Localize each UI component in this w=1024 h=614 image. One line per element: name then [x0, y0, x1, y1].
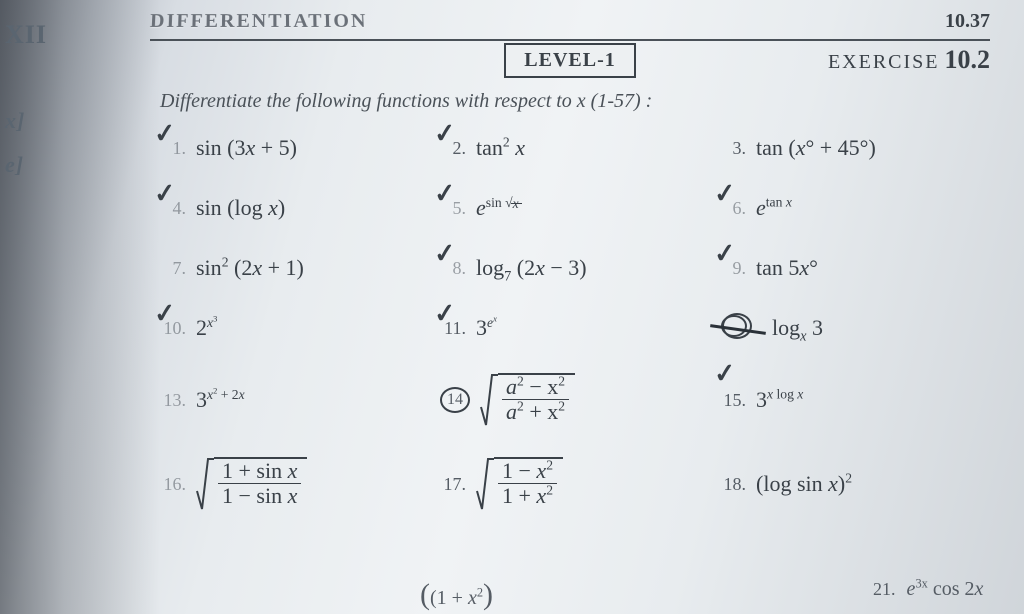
expr: log7 (2x − 3) — [476, 255, 587, 281]
expr: esin √x — [476, 195, 522, 221]
problem-12: logx 3 — [720, 307, 990, 349]
problem-number: 11. — [440, 318, 466, 339]
problem-7: 7. sin2 (2x + 1) — [160, 247, 430, 289]
problem-number — [720, 311, 754, 346]
expr: a2 − x2 a2 + x2 — [480, 373, 575, 427]
problem-number: 15. — [720, 390, 746, 411]
problem-number: 16. — [160, 474, 186, 495]
problem-number: 4. — [160, 198, 186, 219]
problem-number: 2. — [440, 138, 466, 159]
exercise-number: 10.2 — [945, 45, 991, 74]
left-margin: XII x] e] — [5, 20, 47, 178]
problem-number: 7. — [160, 258, 186, 279]
expr: logx 3 — [772, 315, 823, 341]
circled-number-icon: 14 — [440, 387, 470, 413]
tick-icon: ✓ — [713, 358, 737, 390]
problem-5: ✓ 5. esin √x — [440, 187, 710, 229]
expr: 3x log x — [756, 387, 803, 413]
bottom-cutoff: ((1 + x2) 21. e3x cos 2x — [420, 578, 983, 612]
problem-6: ✓ 6. etan x — [720, 187, 990, 229]
problem-number: 1. — [160, 138, 186, 159]
problem-13: 13. 3x2 + 2x — [160, 367, 430, 433]
problem-15: ✓ 15. 3x log x — [720, 367, 990, 433]
exercise-text: EXERCISE — [828, 51, 940, 73]
problem-11: ✓ 11. 3ex — [440, 307, 710, 349]
expr: tan (x° + 45°) — [756, 135, 876, 161]
problem-16: 16. 1 + sin x 1 − sin x — [160, 451, 430, 517]
expr: 1 + sin x 1 − sin x — [196, 457, 307, 511]
problem-14: 14 a2 − x2 a2 + x2 — [440, 367, 710, 433]
problem-4: ✓ 4. sin (log x) — [160, 187, 430, 229]
expr: 3ex — [476, 315, 497, 341]
margin-e: e] — [5, 152, 47, 178]
problem-9: ✓ 9. tan 5x° — [720, 247, 990, 289]
margin-xii: XII — [5, 20, 47, 50]
problem-8: ✓ 8. log7 (2x − 3) — [440, 247, 710, 289]
page: DIFFERENTIATION 10.37 EXERCISE 10.2 LEVE… — [120, 0, 1020, 614]
header-row: DIFFERENTIATION 10.37 — [150, 10, 990, 33]
expr: tan 5x° — [756, 255, 818, 281]
problem-2: ✓ 2. tan2 x — [440, 127, 710, 169]
expr: 3x2 + 2x — [196, 387, 245, 413]
problem-18: 18. (log sin x)2 — [720, 451, 990, 517]
problem-1: ✓ 1. sin (3x + 5) — [160, 127, 430, 169]
expr: sin (log x) — [196, 195, 285, 221]
problem-19-partial: ((1 + x2) — [420, 578, 493, 612]
problems-grid: ✓ 1. sin (3x + 5) ✓ 2. tan2 x 3. tan (x°… — [150, 127, 990, 517]
problem-3: 3. tan (x° + 45°) — [720, 127, 990, 169]
problem-number: 13. — [160, 390, 186, 411]
instruction: Differentiate the following functions wi… — [160, 90, 990, 113]
problem-number: 8. — [440, 258, 466, 279]
problem-number: 17. — [440, 474, 466, 495]
expr: sin2 (2x + 1) — [196, 255, 304, 281]
expr: tan2 x — [476, 135, 525, 161]
problem-number: 10. — [160, 318, 186, 339]
expr: (log sin x)2 — [756, 471, 852, 497]
expr: 1 − x2 1 + x2 — [476, 457, 563, 511]
problem-number: 18. — [720, 474, 746, 495]
expr: 2x3 — [196, 315, 217, 341]
page-number: 10.37 — [945, 10, 990, 33]
chapter-title: DIFFERENTIATION — [149, 10, 368, 33]
divider — [150, 39, 990, 41]
level-box: LEVEL-1 — [504, 43, 635, 78]
problem-number: 9. — [720, 258, 746, 279]
problem-17: 17. 1 − x2 1 + x2 — [440, 451, 710, 517]
problem-number: 6. — [720, 198, 746, 219]
problem-number: 3. — [720, 138, 746, 159]
margin-x: x] — [5, 108, 47, 134]
problem-number: 5. — [440, 198, 466, 219]
problem-21-partial: 21. e3x cos 2x — [873, 578, 983, 612]
expr: sin (3x + 5) — [196, 135, 297, 161]
problem-number: 14 — [440, 387, 470, 413]
expr: etan x — [756, 195, 792, 221]
problem-10: ✓ 10. 2x3 — [160, 307, 430, 349]
